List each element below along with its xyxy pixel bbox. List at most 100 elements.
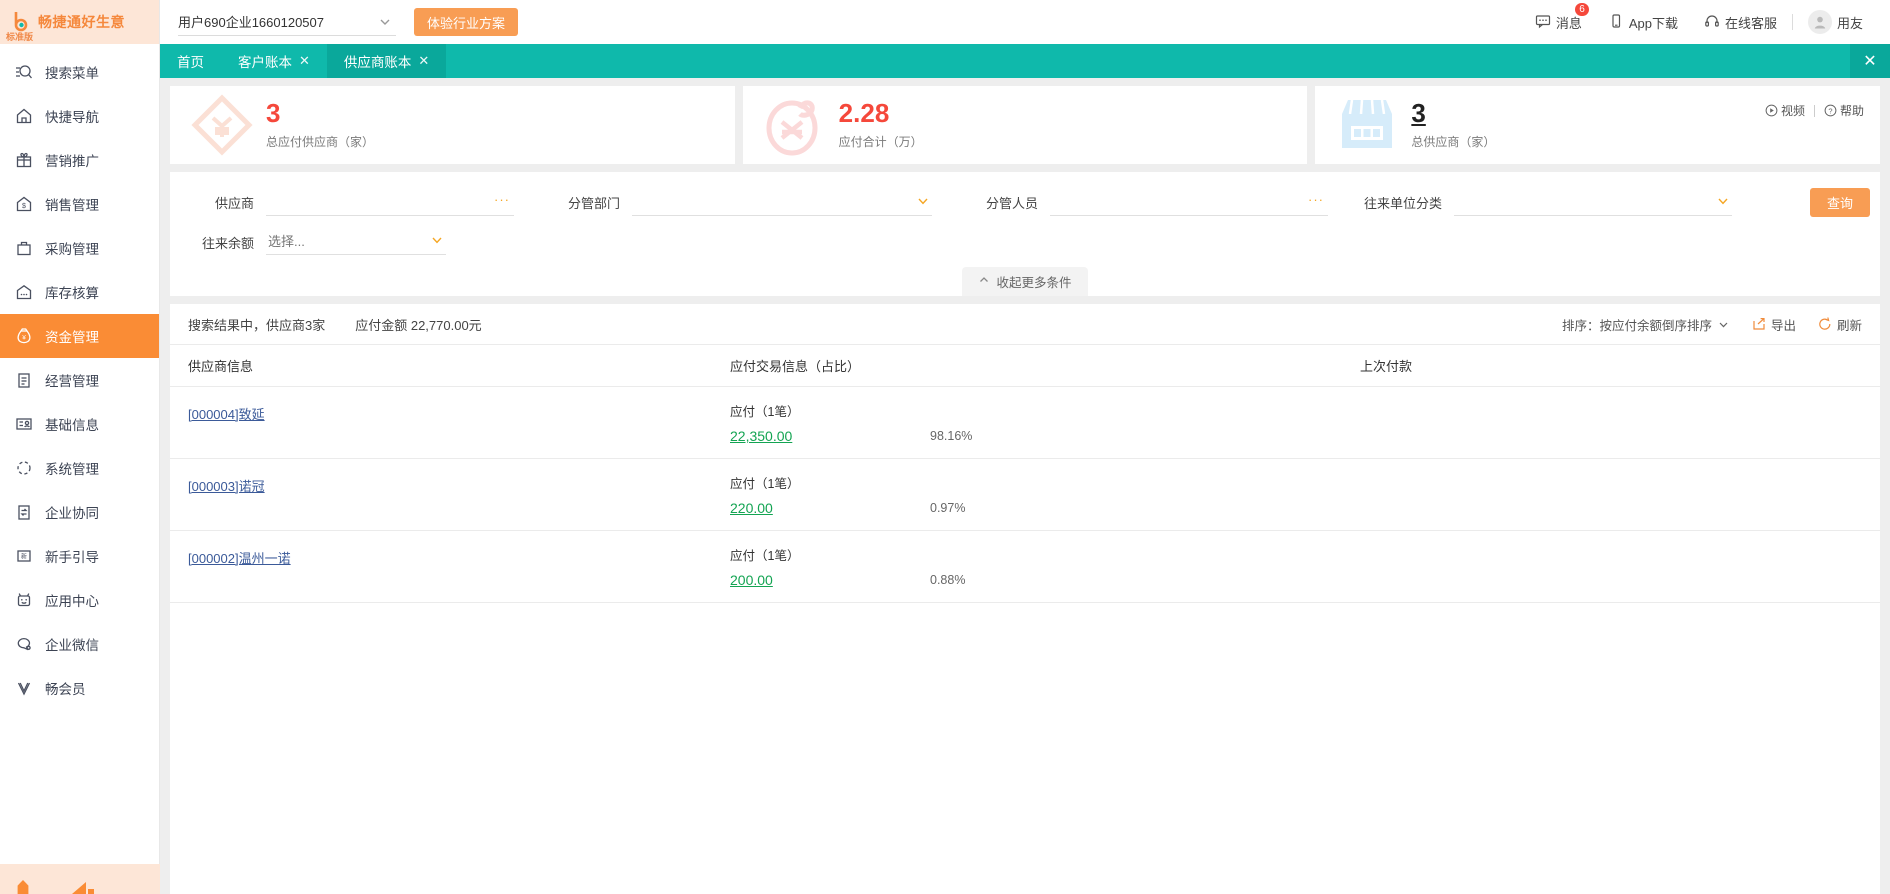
cell-supplier: [000002]温州一诺 <box>170 530 730 603</box>
mobile-icon <box>1608 13 1624 32</box>
column-supplier-info: 供应商信息 <box>170 344 730 387</box>
sidebar-item-label: 系统管理 <box>45 462 99 477</box>
close-icon[interactable]: ✕ <box>418 53 430 68</box>
input-wrap: ··· <box>266 189 514 216</box>
chevron-down-icon[interactable] <box>430 233 444 252</box>
purchase-bag-icon <box>14 238 34 258</box>
refresh-button[interactable]: 刷新 <box>1818 315 1862 334</box>
table-row[interactable]: [000004]致延 应付（1笔） 22,350.00 98.16% <box>170 386 1880 459</box>
table-row[interactable]: [000002]温州一诺 应付（1笔） 200.00 0.88% <box>170 530 1880 603</box>
chevron-down-icon[interactable] <box>1716 194 1730 213</box>
sidebar-item-label: 搜索菜单 <box>45 66 99 81</box>
sort-dropdown[interactable]: 排序：按应付余额倒序排序 <box>1562 315 1730 334</box>
help-label: 帮助 <box>1840 104 1865 118</box>
supplier-link[interactable]: [000003]诺冠 <box>188 479 265 494</box>
payable-percent: 0.88% <box>930 573 966 587</box>
payable-amount[interactable]: 22,350.00 <box>730 428 793 444</box>
card-value: 2.28 <box>838 98 890 129</box>
app-download-button[interactable]: App下载 <box>1595 7 1691 37</box>
table-row[interactable]: [000003]诺冠 应付（1笔） 220.00 0.97% <box>170 458 1880 531</box>
staff-more-icon[interactable]: ··· <box>1308 191 1324 207</box>
svg-text:新: 新 <box>21 553 27 561</box>
footer-shape-icon <box>17 880 29 894</box>
chevron-down-icon[interactable] <box>916 194 930 213</box>
sidebar-item-marketing[interactable]: 营销推广 <box>0 138 159 182</box>
sidebar-item-operations[interactable]: 经营管理 <box>0 358 159 402</box>
svg-text:$: $ <box>22 203 26 210</box>
payable-amount[interactable]: 220.00 <box>730 500 773 516</box>
table-body: [000004]致延 应付（1笔） 22,350.00 98.16% <box>170 386 1880 603</box>
sidebar-item-vip[interactable]: 畅会员 <box>0 666 159 710</box>
result-panel: 搜索结果中，供应商3家 应付金额 22,770.00元 排序：按应付余额倒序排序… <box>170 304 1880 894</box>
help-link[interactable]: ? 帮助 <box>1824 102 1864 119</box>
unit-category-input[interactable] <box>1454 189 1732 216</box>
sidebar-item-fund-management[interactable]: ¥ 资金管理 <box>0 314 159 358</box>
sidebar-item-quick-nav[interactable]: 快捷导航 <box>0 94 159 138</box>
tab-supplier-ledger[interactable]: 供应商账本 ✕ <box>326 44 447 78</box>
collapse-more-conditions-button[interactable]: 收起更多条件 <box>962 267 1088 296</box>
sidebar-item-label: 企业微信 <box>45 638 99 653</box>
close-all-tabs-button[interactable]: ✕ <box>1850 44 1890 78</box>
sidebar-item-purchase[interactable]: 采购管理 <box>0 226 159 270</box>
home-icon <box>14 106 34 126</box>
sidebar-item-system[interactable]: 系统管理 <box>0 446 159 490</box>
payable-type: 应付（1笔） <box>730 549 800 563</box>
payable-amount[interactable]: 200.00 <box>730 572 773 588</box>
staff-input[interactable] <box>1050 189 1328 216</box>
card-text: 2.28 应付合计（万） <box>839 100 923 149</box>
input-wrap <box>266 229 446 255</box>
card-text: 3 总应付供应商（家） <box>266 100 374 149</box>
sidebar-item-search-menu[interactable]: 搜索菜单 <box>0 50 159 94</box>
export-button[interactable]: 导出 <box>1752 315 1796 334</box>
sidebar-item-label: 资金管理 <box>45 330 99 345</box>
collaborate-icon <box>14 502 34 522</box>
search-menu-icon <box>14 62 34 82</box>
experience-solution-button[interactable]: 体验行业方案 <box>414 8 519 36</box>
sidebar-item-basic-info[interactable]: 基础信息 <box>0 402 159 446</box>
column-payable-info: 应付交易信息（占比） <box>730 344 1350 387</box>
refresh-icon <box>1819 317 1831 330</box>
tab-label: 首页 <box>177 55 204 70</box>
cell-supplier: [000004]致延 <box>170 386 730 459</box>
cell-supplier: [000003]诺冠 <box>170 458 730 531</box>
sidebar-item-collaboration[interactable]: 企业协同 <box>0 490 159 534</box>
collapse-row: 收起更多条件 <box>180 267 1870 296</box>
tab-home[interactable]: 首页 <box>160 44 221 78</box>
cell-payable: 应付（1笔） 200.00 0.88% <box>730 530 1350 603</box>
collapse-label: 收起更多条件 <box>996 276 1072 290</box>
messages-button[interactable]: 消息 6 <box>1522 2 1595 37</box>
sidebar-item-wechat-work[interactable]: 企业微信 <box>0 622 159 666</box>
video-link[interactable]: 视频 <box>1765 102 1805 119</box>
close-icon[interactable]: ✕ <box>299 53 310 68</box>
balance-select-input[interactable] <box>266 229 446 255</box>
supplier-link[interactable]: [000004]致延 <box>188 407 265 422</box>
export-label: 导出 <box>1770 318 1796 333</box>
sales-icon: $ <box>14 194 34 214</box>
supplier-input[interactable] <box>266 189 514 216</box>
tab-customer-ledger[interactable]: 客户账本 ✕ <box>221 44 327 78</box>
sidebar-item-sales[interactable]: $ 销售管理 <box>0 182 159 226</box>
user-menu[interactable]: 用友 <box>1795 7 1876 37</box>
supplier-more-icon[interactable]: ··· <box>494 191 510 207</box>
department-input[interactable] <box>632 189 932 216</box>
query-button[interactable]: 查询 <box>1809 188 1870 217</box>
sidebar-item-label: 营销推广 <box>45 154 99 169</box>
sidebar-item-beginner-guide[interactable]: 新 新手引导 <box>0 534 159 578</box>
clipboard-icon <box>14 370 34 390</box>
card-value[interactable]: 3 <box>1411 98 1426 129</box>
sidebar-item-inventory[interactable]: 库存核算 <box>0 270 159 314</box>
top-right-actions: 消息 6 App下载 在线客服 <box>1522 2 1876 37</box>
id-card-icon <box>14 414 34 434</box>
sidebar-item-label: 快捷导航 <box>45 110 99 125</box>
enterprise-select[interactable]: 用户690企业1660120507 <box>178 8 396 36</box>
tab-label: 供应商账本 <box>343 55 412 70</box>
svg-text:¥: ¥ <box>22 335 26 342</box>
supplier-link[interactable]: [000002]温州一诺 <box>188 551 291 566</box>
online-service-button[interactable]: 在线客服 <box>1691 7 1790 37</box>
payable-amount-row: 22,350.00 98.16% <box>730 428 1350 444</box>
sidebar-item-app-center[interactable]: 应用中心 <box>0 578 159 622</box>
cell-payable: 应付（1笔） 22,350.00 98.16% <box>730 386 1350 459</box>
payable-type: 应付（1笔） <box>730 477 800 491</box>
card-total-payable-amount: 2.28 应付合计（万） <box>742 86 1308 164</box>
wechat-work-icon <box>14 634 34 654</box>
